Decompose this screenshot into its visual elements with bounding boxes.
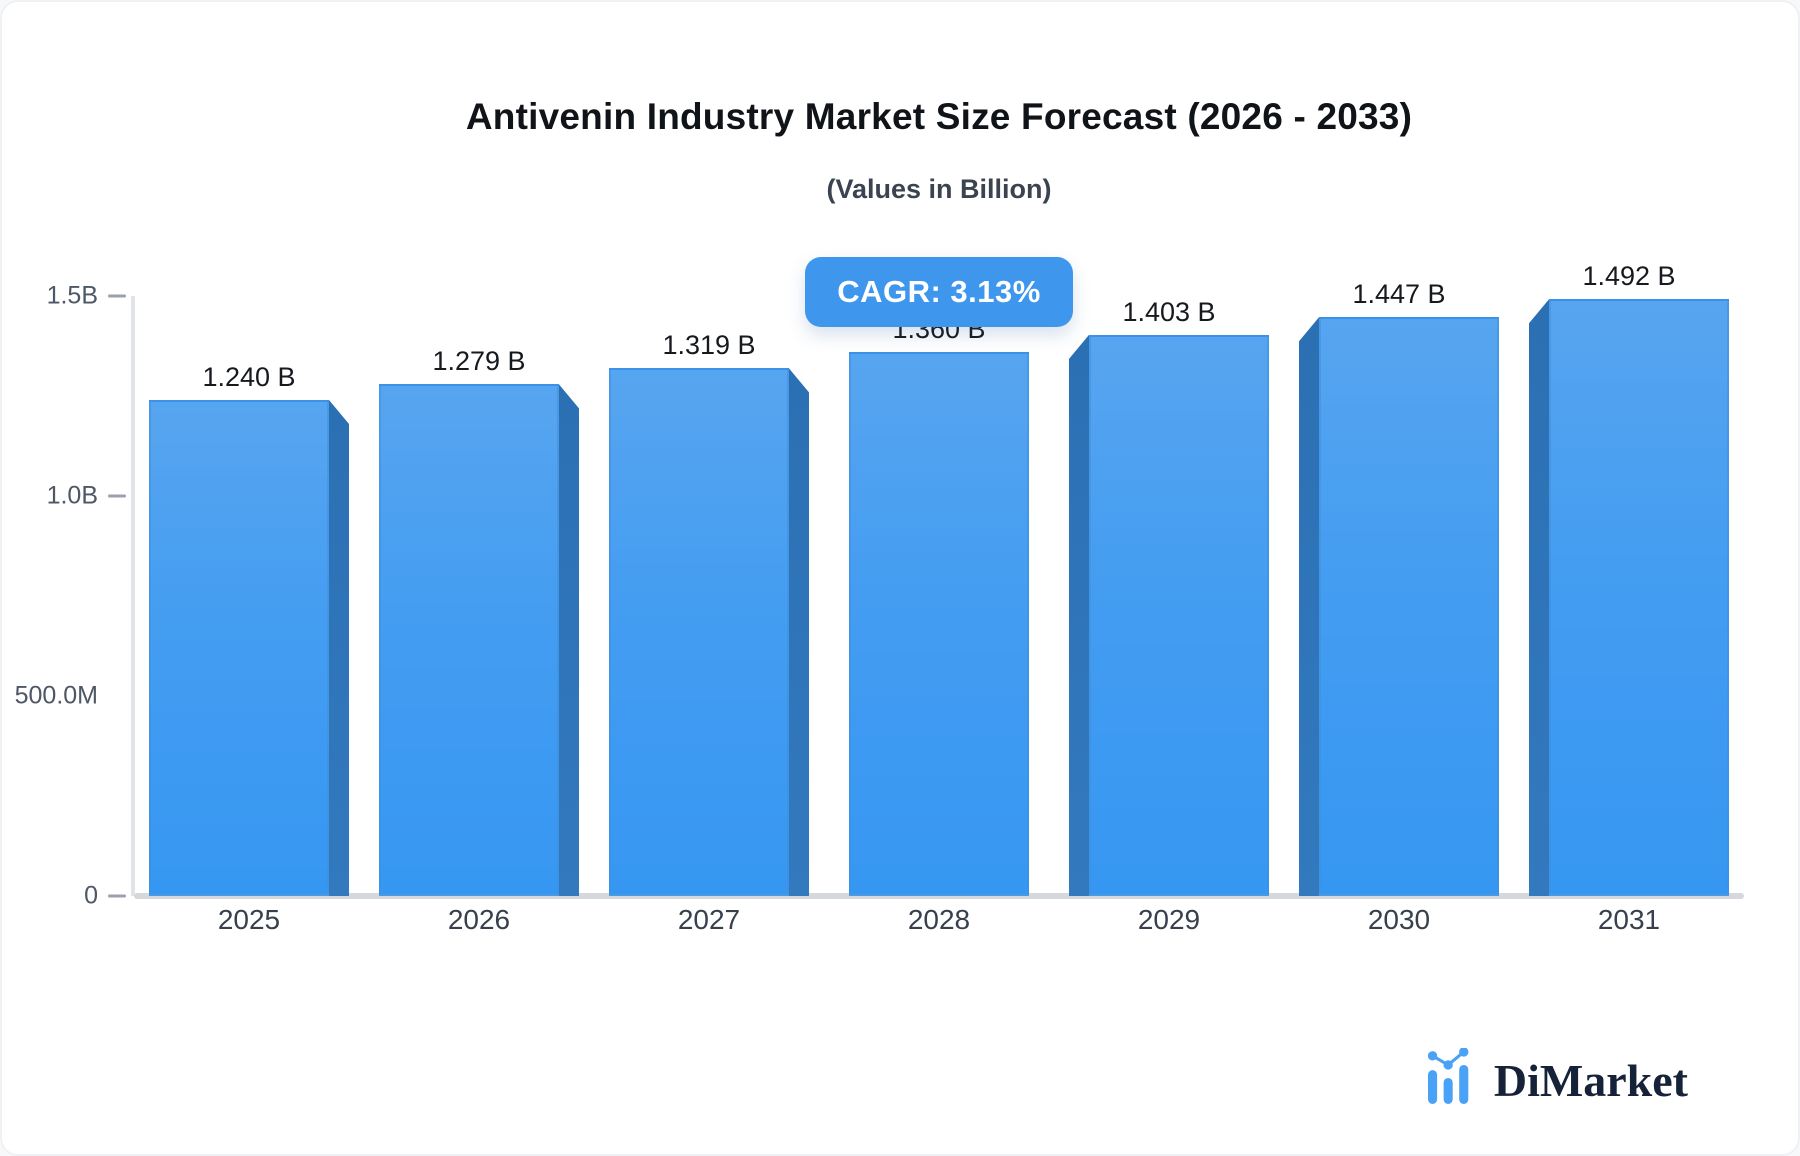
bar-2030[interactable]: [1284, 317, 1514, 896]
bar-2029[interactable]: [1054, 334, 1284, 896]
bar-value-label-2030: 1.447 B: [1352, 279, 1446, 310]
y-tick-dash: [108, 894, 126, 898]
x-tick-2026: 2026: [447, 904, 511, 935]
x-tick-2027: 2027: [677, 904, 741, 935]
x-tick-2030: 2030: [1367, 904, 1431, 935]
x-tick-2025: 2025: [217, 904, 281, 935]
bar-3d-side: [1529, 299, 1549, 896]
y-tick-dash: [108, 294, 126, 298]
bar-3d-side: [559, 384, 579, 896]
y-tick-dash: [108, 494, 126, 498]
bar-3d-side: [1069, 334, 1089, 896]
bar-face-2027[interactable]: [609, 368, 789, 896]
brand-logo: DiMarket: [1427, 1048, 1688, 1106]
brand-name: DiMarket: [1493, 1055, 1688, 1106]
bar-3d-side: [789, 368, 809, 896]
bar-face-2029[interactable]: [1089, 334, 1269, 896]
y-tick-label-500.0M: 500.0M: [14, 681, 98, 710]
y-axis-line: [131, 296, 135, 896]
bar-3d-side: [1299, 317, 1319, 896]
bar-2027[interactable]: [594, 368, 824, 896]
bar-value-label-2031: 1.492 B: [1582, 261, 1676, 292]
chart-subtitle: (Values in Billion): [826, 174, 1052, 204]
x-axis-baseline: [134, 893, 1744, 899]
bar-value-label-2025: 1.240 B: [202, 362, 296, 392]
bar-2025[interactable]: [134, 400, 364, 896]
bar-2026[interactable]: [364, 384, 594, 896]
y-tick-label-0: 0: [84, 881, 98, 910]
chart-title: Antivenin Industry Market Size Forecast …: [465, 96, 1413, 137]
bar-chart-logo-icon: [1427, 1048, 1469, 1104]
y-tick-label-1.0B: 1.0B: [46, 481, 98, 510]
x-tick-2029: 2029: [1137, 904, 1201, 935]
bar-2031[interactable]: [1514, 299, 1744, 896]
bar-2028[interactable]: [824, 352, 1054, 896]
cagr-badge: CAGR: 3.13%: [805, 257, 1073, 327]
bar-face-2026[interactable]: [379, 384, 559, 896]
bar-face-2030[interactable]: [1319, 317, 1499, 896]
x-tick-2031: 2031: [1597, 904, 1661, 935]
bar-value-label-2027: 1.319 B: [662, 330, 756, 361]
y-tick-label-1.5B: 1.5B: [46, 281, 98, 310]
x-tick-2028: 2028: [907, 904, 971, 935]
bar-face-2031[interactable]: [1549, 299, 1729, 896]
bar-3d-side: [329, 400, 349, 896]
plot-area: 1.240 B 1.279 B 1.319 B 1.360 B 1.403 B 1.447…: [134, 261, 1744, 896]
bar-value-label-2029: 1.403 B: [1122, 296, 1216, 327]
bar-face-2028[interactable]: [849, 352, 1029, 896]
bar-face-2025[interactable]: [149, 400, 329, 896]
bar-value-label-2026: 1.279 B: [432, 346, 526, 377]
